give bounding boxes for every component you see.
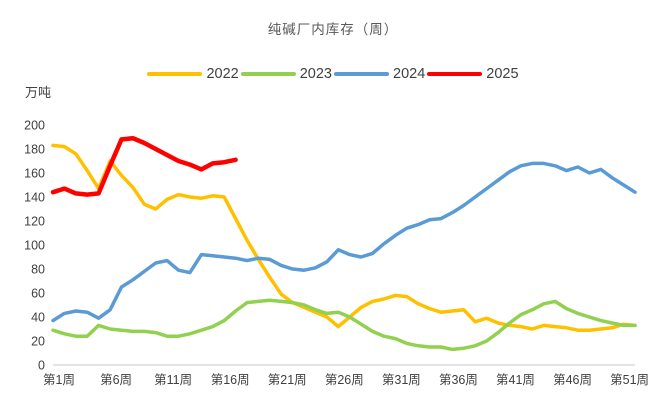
y-tick-label: 40 [31,311,45,325]
legend-swatch-2025 [427,72,483,76]
y-tick-label: 60 [31,287,45,301]
y-tick-label: 120 [24,215,45,229]
y-tick-label: 80 [31,263,45,277]
legend-swatch-2022 [147,72,203,76]
x-tick-label: 第36周 [439,373,478,387]
legend-label-2022: 2022 [206,66,239,82]
y-tick-label: 140 [24,191,45,205]
series-line-2025 [50,135,238,197]
legend-item-2024: 2024 [334,66,425,82]
x-tick-label: 第16周 [211,373,250,387]
y-tick-label: 100 [24,239,45,253]
legend-swatch-2023 [240,72,296,76]
chart-title: 纯碱厂内库存（周） [267,22,399,37]
x-tick-label: 第51周 [610,373,649,387]
y-tick-label: 180 [24,143,45,157]
x-tick-label: 第21周 [268,373,307,387]
legend-item-2025: 2025 [427,66,519,82]
series-line-2024 [51,161,637,323]
x-tick-label: 第31周 [382,373,421,387]
x-tick-label: 第6周 [100,373,132,387]
y-axis-unit-label: 万吨 [25,85,52,100]
x-tick-label: 第11周 [154,373,192,387]
y-tick-label: 0 [38,359,45,373]
y-tick-label: 20 [31,335,45,349]
x-tick-label: 第1周 [43,373,75,387]
x-tick-label: 第46周 [553,373,592,387]
legend-item-2023: 2023 [240,66,332,82]
series-line-2022 [51,143,637,332]
y-tick-label: 160 [24,167,45,181]
y-tick-label: 200 [24,119,45,133]
x-tick-label: 第26周 [325,373,364,387]
legend-label-2023: 2023 [299,66,332,82]
legend: 2022 2023 2024 2025 [0,66,666,82]
x-tick-label: 第41周 [496,373,535,387]
legend-label-2024: 2024 [393,66,426,82]
legend-item-2022: 2022 [147,66,239,82]
legend-swatch-2024 [334,72,389,76]
series-line-2023 [51,298,637,352]
legend-label-2025: 2025 [486,66,519,82]
